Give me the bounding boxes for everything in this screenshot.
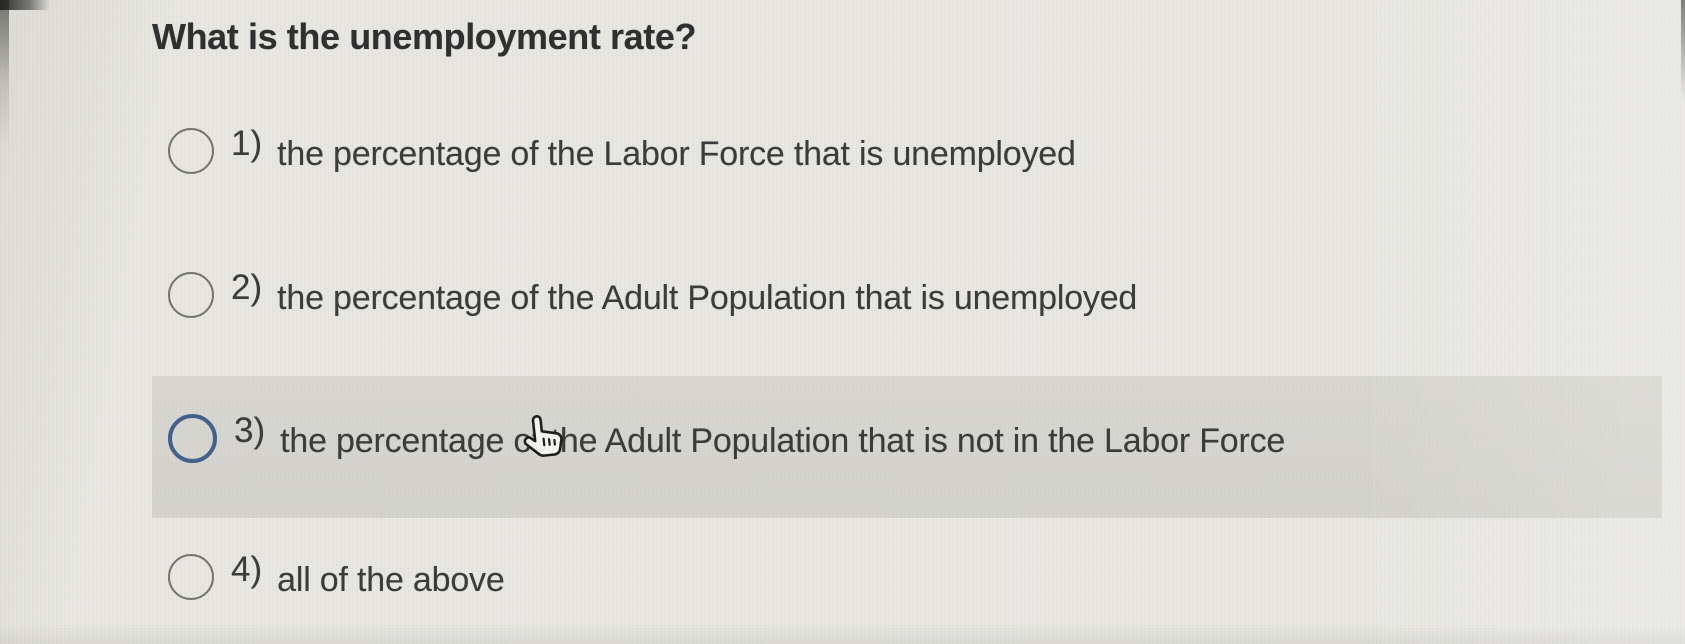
pointer-hand-cursor-icon <box>523 414 563 457</box>
radio-option-4[interactable] <box>168 554 214 600</box>
option-row-4[interactable]: 4) all of the above <box>168 550 505 604</box>
photo-left-edge <box>0 0 9 150</box>
option-number: 3) <box>234 411 266 450</box>
option-label: the percentage of the Adult Population t… <box>280 421 1286 460</box>
photo-dark-corner <box>0 0 50 10</box>
radio-option-1[interactable] <box>168 128 214 174</box>
option-number: 1) <box>231 124 263 163</box>
photo-right-edge <box>1681 0 1685 100</box>
option-number: 2) <box>231 268 263 307</box>
option-number: 4) <box>231 550 263 589</box>
option-label: the percentage of the Labor Force that i… <box>277 134 1076 173</box>
question-title: What is the unemployment rate? <box>152 16 697 57</box>
option-label: all of the above <box>277 560 505 599</box>
option-row-1[interactable]: 1) the percentage of the Labor Force tha… <box>168 124 1076 178</box>
option-row-2[interactable]: 2) the percentage of the Adult Populatio… <box>168 268 1137 322</box>
radio-option-2[interactable] <box>168 272 214 318</box>
option-row-3[interactable]: 3) the percentage of the Adult Populatio… <box>168 411 1285 465</box>
option-label: the percentage of the Adult Population t… <box>277 278 1138 317</box>
option-3-highlight-band <box>152 376 1662 518</box>
radio-option-3[interactable] <box>168 413 217 463</box>
